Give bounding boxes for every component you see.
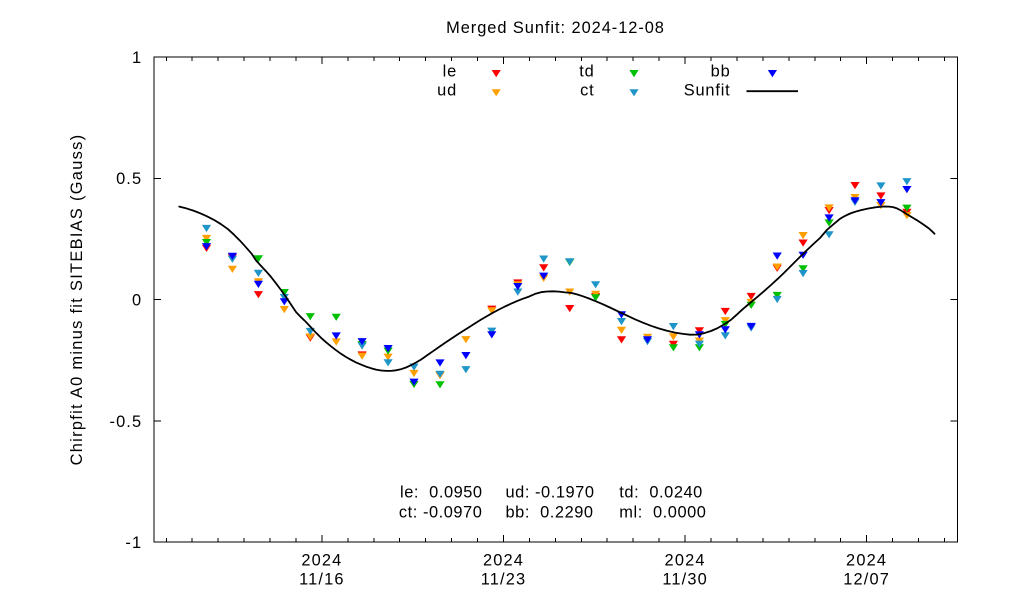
svg-text:11/23: 11/23 xyxy=(481,571,527,589)
svg-text:Chirpfit A0 minus fit SITEBIAS: Chirpfit A0 minus fit SITEBIAS (Gauss) xyxy=(68,134,86,466)
svg-text:2024: 2024 xyxy=(846,552,887,570)
svg-text:ct: ct xyxy=(580,82,594,100)
svg-text:ud: -0.1970: ud: -0.1970 xyxy=(506,484,595,502)
svg-text:bb: bb xyxy=(711,62,731,80)
svg-text:ct: -0.0970: ct: -0.0970 xyxy=(399,504,483,522)
svg-text:Sunfit: Sunfit xyxy=(684,82,731,100)
svg-text:le: 0.0950: le: 0.0950 xyxy=(400,484,483,502)
svg-text:2024: 2024 xyxy=(483,552,524,570)
svg-text:11/30: 11/30 xyxy=(662,571,708,589)
svg-text:0: 0 xyxy=(132,292,142,310)
svg-text:11/16: 11/16 xyxy=(299,571,345,589)
svg-text:td: 0.0240: td: 0.0240 xyxy=(619,484,703,502)
svg-text:1: 1 xyxy=(132,49,142,67)
svg-text:le: le xyxy=(443,62,457,80)
svg-text:-0.5: -0.5 xyxy=(110,413,143,431)
svg-text:bb: 0.2290: bb: 0.2290 xyxy=(506,504,594,522)
svg-text:-1: -1 xyxy=(125,534,142,552)
svg-text:12/07: 12/07 xyxy=(843,571,890,589)
svg-text:2024: 2024 xyxy=(301,552,342,570)
svg-text:td: td xyxy=(579,62,594,80)
svg-text:2024: 2024 xyxy=(665,552,706,570)
svg-text:ud: ud xyxy=(437,82,457,100)
svg-text:Merged Sunfit: 2024-12-08: Merged Sunfit: 2024-12-08 xyxy=(446,19,665,37)
svg-text:0.5: 0.5 xyxy=(116,170,142,188)
svg-text:ml: 0.0000: ml: 0.0000 xyxy=(619,504,706,522)
